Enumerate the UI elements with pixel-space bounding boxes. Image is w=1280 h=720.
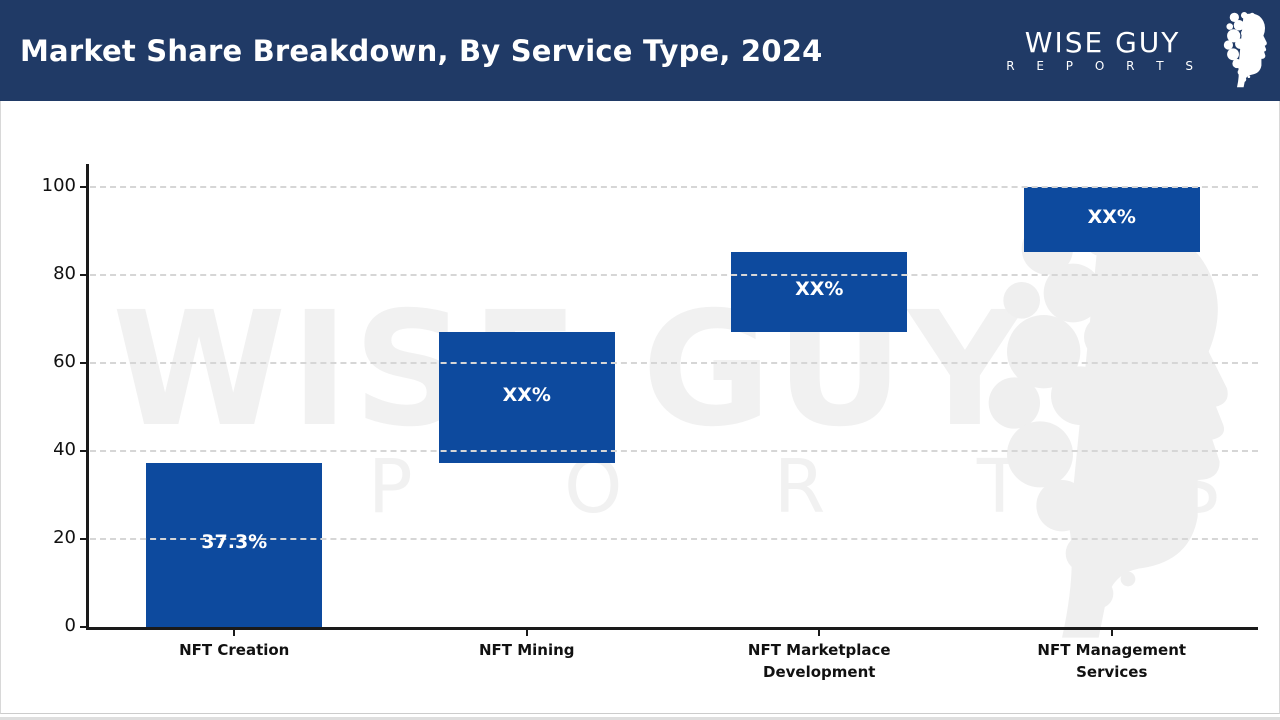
- logo-tagline: R E P O R T S: [1006, 59, 1202, 74]
- y-tick-label-60: 60: [53, 351, 76, 372]
- wise-guy-logo: WISE GUY R E P O R T S: [1003, 7, 1270, 95]
- bar-nft-marketplace-development: [731, 252, 908, 333]
- logo-text: WISE GUY R E P O R T S: [1003, 25, 1202, 74]
- gridline-20: [90, 538, 1258, 540]
- dotted-head-logo-icon: [1204, 7, 1270, 95]
- bar-nft-mining: [438, 332, 615, 463]
- x-tickmark-nft-creation: [233, 629, 236, 636]
- logo-name: WISE GUY: [1024, 25, 1181, 59]
- y-tick-label-0: 0: [64, 615, 76, 636]
- x-axis-spine: [86, 627, 1258, 630]
- x-tickmark-nft-marketplace-development: [818, 629, 821, 636]
- bar-nft-management-services: [1023, 187, 1200, 253]
- x-category-label-nft-marketplace-development: NFT Marketplace Development: [747, 641, 891, 681]
- y-tick-label-100: 100: [41, 175, 76, 196]
- y-tickmark-0: [80, 626, 88, 628]
- y-tickmark-60: [80, 362, 88, 364]
- x-tickmark-nft-management-services: [1110, 629, 1113, 636]
- gridline-100: [90, 186, 1258, 188]
- x-tickmark-nft-mining: [525, 629, 528, 636]
- bar-value-label-nft-marketplace-development: XX%: [795, 278, 844, 301]
- y-tickmark-100: [80, 186, 88, 188]
- x-category-label-nft-creation: NFT Creation: [179, 641, 290, 659]
- y-tickmark-40: [80, 450, 88, 452]
- bottom-border: [0, 717, 1280, 720]
- gridline-60: [90, 362, 1258, 364]
- x-category-label-nft-management-services: NFT Management Services: [1037, 641, 1187, 681]
- watermark-head-icon: [872, 205, 1252, 649]
- gridline-80: [90, 274, 1258, 276]
- header: Market Share Breakdown, By Service Type,…: [0, 0, 1280, 101]
- bar-value-label-nft-creation: 37.3%: [201, 530, 268, 553]
- y-axis-spine: [86, 164, 89, 630]
- bar-value-label-nft-management-services: XX%: [1087, 205, 1136, 228]
- gridline-40: [90, 450, 1258, 452]
- y-tickmark-80: [80, 274, 88, 276]
- y-tick-label-40: 40: [53, 439, 76, 460]
- y-tickmark-20: [80, 538, 88, 540]
- bar-nft-creation: [146, 462, 323, 627]
- bar-value-label-nft-mining: XX%: [502, 383, 551, 406]
- x-category-label-nft-mining: NFT Mining: [478, 641, 575, 659]
- y-tick-label-20: 20: [53, 527, 76, 548]
- page-title: Market Share Breakdown, By Service Type,…: [20, 33, 823, 68]
- y-tick-label-80: 80: [53, 263, 76, 284]
